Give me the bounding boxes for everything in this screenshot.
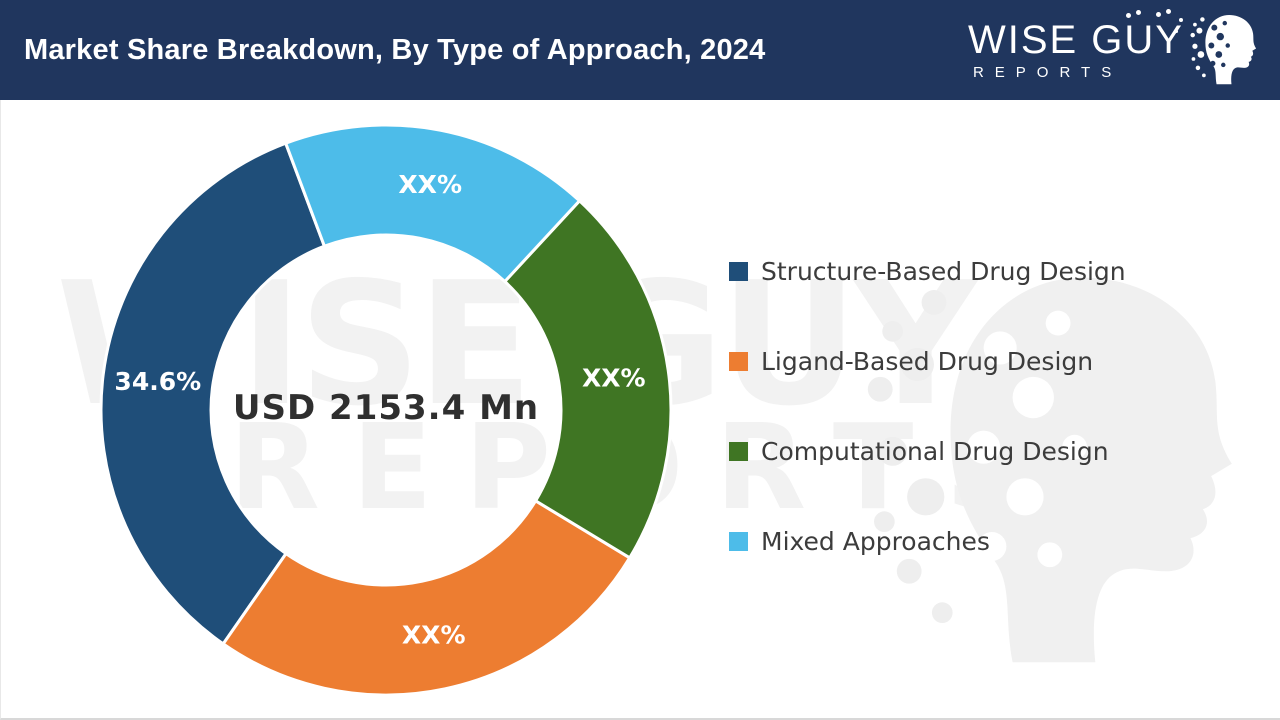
donut-segment-mixed-approaches [284, 123, 581, 283]
legend-label: Computational Drug Design [761, 436, 1109, 466]
head-profile-icon [1190, 14, 1257, 85]
legend-swatch-icon [729, 261, 748, 281]
head-silhouette [1205, 14, 1257, 85]
chart-area: WISE GUY REPORTS 34.6%XX%XX%XX% USD [0, 100, 1280, 720]
legend-swatch-icon [729, 351, 748, 371]
brand-name: WISE GUY [967, 17, 1184, 62]
head-hole-dots [1208, 20, 1230, 68]
legend-label: Ligand-Based Drug Design [761, 346, 1094, 376]
chart-legend: Structure-Based Drug Design Ligand-Based … [729, 256, 1126, 556]
segment-label-computational-drug-design: XX% [582, 364, 646, 393]
legend-label: Structure-Based Drug Design [761, 256, 1126, 286]
logo-dot-icon [1135, 9, 1141, 15]
logo-dot-icon [1155, 11, 1161, 17]
legend-label: Mixed Approaches [761, 526, 990, 556]
header-bar: Market Share Breakdown, By Type of Appro… [0, 0, 1280, 100]
legend-swatch-icon [729, 531, 748, 551]
logo-dot-icon [1174, 29, 1178, 33]
donut-segment-computational-drug-design [503, 199, 673, 560]
logo-dot-icon [1178, 17, 1183, 22]
brand-subname: REPORTS [972, 63, 1123, 81]
legend-swatch-icon [729, 441, 748, 461]
watermark-head-hole-dots [967, 310, 1088, 568]
legend-item-mixed-approaches: Mixed Approaches [729, 526, 1126, 556]
segment-label-mixed-approaches: XX% [398, 170, 462, 199]
donut-chart: 34.6% XX% XX% XX% [99, 123, 673, 697]
legend-item-ligand-based-drug-design: Ligand-Based Drug Design [729, 346, 1126, 376]
page-title: Market Share Breakdown, By Type of Appro… [24, 33, 766, 66]
donut-segment-ligand-based-drug-design [221, 499, 632, 697]
segment-label-ligand-based-drug-design: XX% [402, 621, 466, 650]
logo-dot-icon [1125, 12, 1131, 18]
legend-item-structure-based-drug-design: Structure-Based Drug Design [729, 256, 1126, 286]
segment-label-structure-based-drug-design: 34.6% [114, 367, 201, 396]
donut-segment-structure-based-drug-design [99, 141, 326, 646]
logo-dot-icon [1165, 8, 1171, 14]
watermark-head-silhouette [950, 277, 1232, 663]
brand-logo-text: WISE GUY REPORTS [967, 8, 1184, 81]
head-side-dots [1190, 17, 1206, 78]
chart-center-value: USD 2153.4 Mn [232, 388, 540, 428]
watermark-head-side-dots [867, 290, 953, 623]
watermark-head-icon [867, 277, 1232, 663]
legend-item-computational-drug-design: Computational Drug Design [729, 436, 1126, 466]
brand-logo: WISE GUY REPORTS [968, 4, 1268, 96]
